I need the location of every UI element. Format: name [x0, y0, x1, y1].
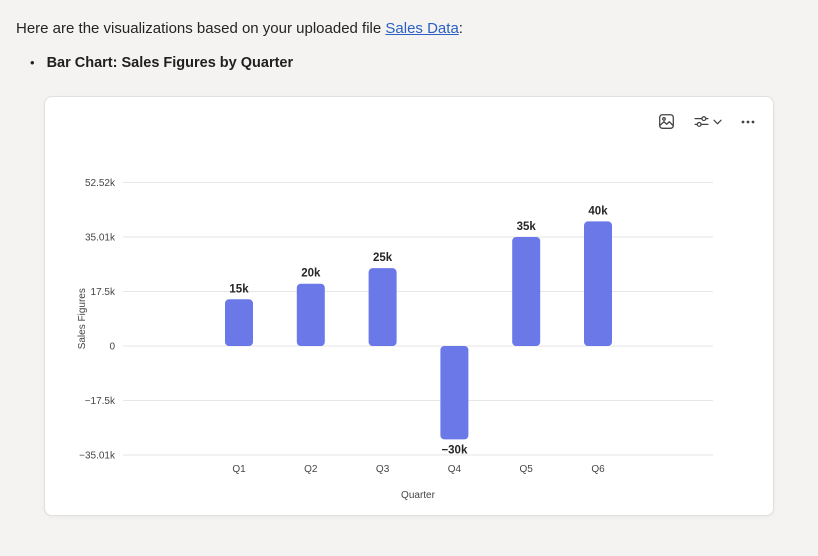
y-tick-label: −35.01k	[79, 451, 116, 462]
more-options-icon	[740, 114, 756, 130]
y-tick-label: 52.52k	[85, 178, 116, 189]
y-tick-label: 17.5k	[91, 287, 116, 298]
bar-q3[interactable]	[368, 268, 397, 346]
bar-value-label: 25k	[373, 252, 393, 264]
bar-q6[interactable]	[584, 221, 612, 346]
chart-settings-button[interactable]	[688, 109, 727, 134]
x-tick-label: Q4	[448, 464, 462, 475]
bar-value-label: 20k	[301, 268, 321, 280]
bar-q5[interactable]	[512, 237, 541, 346]
image-icon	[658, 113, 675, 130]
sales-data-link[interactable]: Sales Data	[385, 20, 459, 37]
bar-value-label: −30k	[441, 444, 468, 456]
x-tick-label: Q3	[376, 464, 390, 475]
sliders-icon	[693, 113, 710, 130]
export-image-button[interactable]	[653, 109, 680, 134]
bullet-label: Bar Chart: Sales Figures by Quarter	[46, 55, 294, 71]
y-tick-label: −17.5k	[85, 396, 116, 407]
bar-chart: 52.52k 35.01k 17.5k 0 −17.5k −35.01k 15k Q1 20k Q…	[75, 147, 755, 512]
x-tick-label: Q5	[520, 464, 534, 475]
bar-value-label: 40k	[588, 205, 608, 217]
x-tick-label: Q2	[304, 464, 318, 475]
bullet-marker: •	[30, 55, 35, 70]
bar-value-label: 35k	[517, 221, 537, 233]
assistant-message: Here are the visualizations based on you…	[16, 18, 463, 39]
intro-suffix: :	[458, 20, 463, 37]
more-options-button[interactable]	[735, 110, 761, 134]
bar-q4[interactable]	[440, 346, 469, 440]
chart-card: 52.52k 35.01k 17.5k 0 −17.5k −35.01k 15k Q1 20k Q…	[44, 96, 774, 516]
x-axis-title: Quarter	[401, 490, 436, 501]
bullet-item: • Bar Chart: Sales Figures by Quarter	[30, 55, 293, 71]
y-tick-label: 35.01k	[85, 232, 116, 243]
bar-q1[interactable]	[225, 299, 253, 346]
x-tick-label: Q6	[591, 464, 605, 475]
bar-q2[interactable]	[296, 283, 325, 346]
intro-prefix: Here are the visualizations based on you…	[16, 20, 386, 37]
x-tick-label: Q1	[232, 464, 246, 475]
bar-chart-svg: 52.52k 35.01k 17.5k 0 −17.5k −35.01k 15k Q1 20k Q…	[77, 178, 713, 501]
y-tick-label: 0	[109, 342, 115, 353]
chevron-down-icon	[713, 119, 722, 125]
chart-toolbar	[653, 109, 761, 134]
y-axis-title: Sales Figures	[77, 288, 88, 349]
bar-value-label: 15k	[229, 283, 249, 295]
